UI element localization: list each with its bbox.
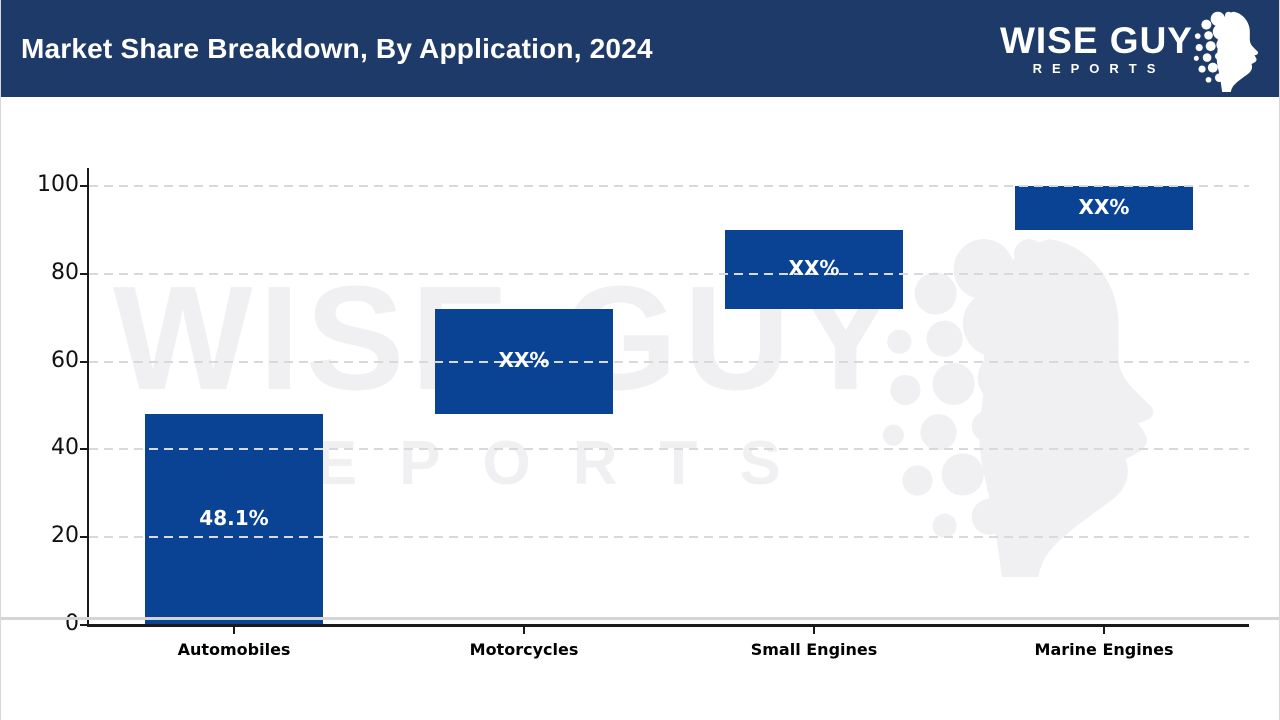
bar — [725, 229, 903, 309]
x-category-label: Marine Engines — [1034, 640, 1174, 659]
x-tick-mark — [1103, 627, 1105, 634]
bar-value-label: XX% — [788, 256, 840, 281]
y-tick-label: 0 — [65, 611, 79, 636]
y-tick-label: 80 — [51, 259, 79, 285]
plot-region: 0 20 40 60 80 100 48.1% Automobiles XX% Motorcycl… — [1, 97, 1279, 714]
bar — [1015, 186, 1193, 230]
bottom-divider — [1, 617, 1279, 620]
y-tick-mark — [80, 272, 89, 275]
chart-title: Market Share Breakdown, By Application, … — [21, 32, 653, 64]
y-tick-mark — [80, 360, 89, 363]
y-axis-line — [87, 168, 89, 627]
gridline — [89, 536, 1249, 539]
y-tick-label: 40 — [51, 435, 79, 461]
header-bar: Market Share Breakdown, By Application, … — [1, 0, 1279, 97]
logo-subtitle: REPORTS — [1032, 61, 1166, 76]
y-tick-label: 100 — [37, 172, 79, 197]
gridline — [89, 185, 1249, 187]
wise-guy-logo: WISE GUY REPORTS — [1000, 6, 1261, 92]
y-tick-label: 60 — [51, 347, 79, 373]
bar-value-label: 48.1% — [199, 506, 269, 531]
gridline — [89, 360, 1249, 363]
gridline — [89, 448, 1249, 451]
bar-value-label: XX% — [498, 348, 550, 373]
y-tick-mark — [80, 185, 89, 187]
x-category-label: Automobiles — [177, 640, 291, 659]
y-tick-mark — [80, 448, 89, 451]
y-tick-mark — [80, 536, 89, 539]
bar-value-label: XX% — [1078, 194, 1130, 219]
x-axis-line — [87, 624, 1249, 627]
logo-wordmark: WISE GUY — [999, 20, 1193, 61]
x-category-label: Small Engines — [750, 640, 878, 659]
x-tick-mark — [813, 627, 815, 634]
x-tick-mark — [233, 627, 235, 634]
chart-area: WISE GUY REPORTS 0 20 40 60 80 100 48.1% Automo… — [1, 97, 1279, 714]
gridline — [89, 272, 1249, 275]
x-tick-mark — [523, 627, 525, 634]
y-tick-mark — [80, 624, 89, 626]
x-category-label: Motorcycles — [469, 640, 579, 659]
y-tick-label: 20 — [51, 523, 79, 549]
logo-text: WISE GUY REPORTS — [1000, 22, 1193, 75]
logo-head-icon — [1193, 11, 1259, 92]
